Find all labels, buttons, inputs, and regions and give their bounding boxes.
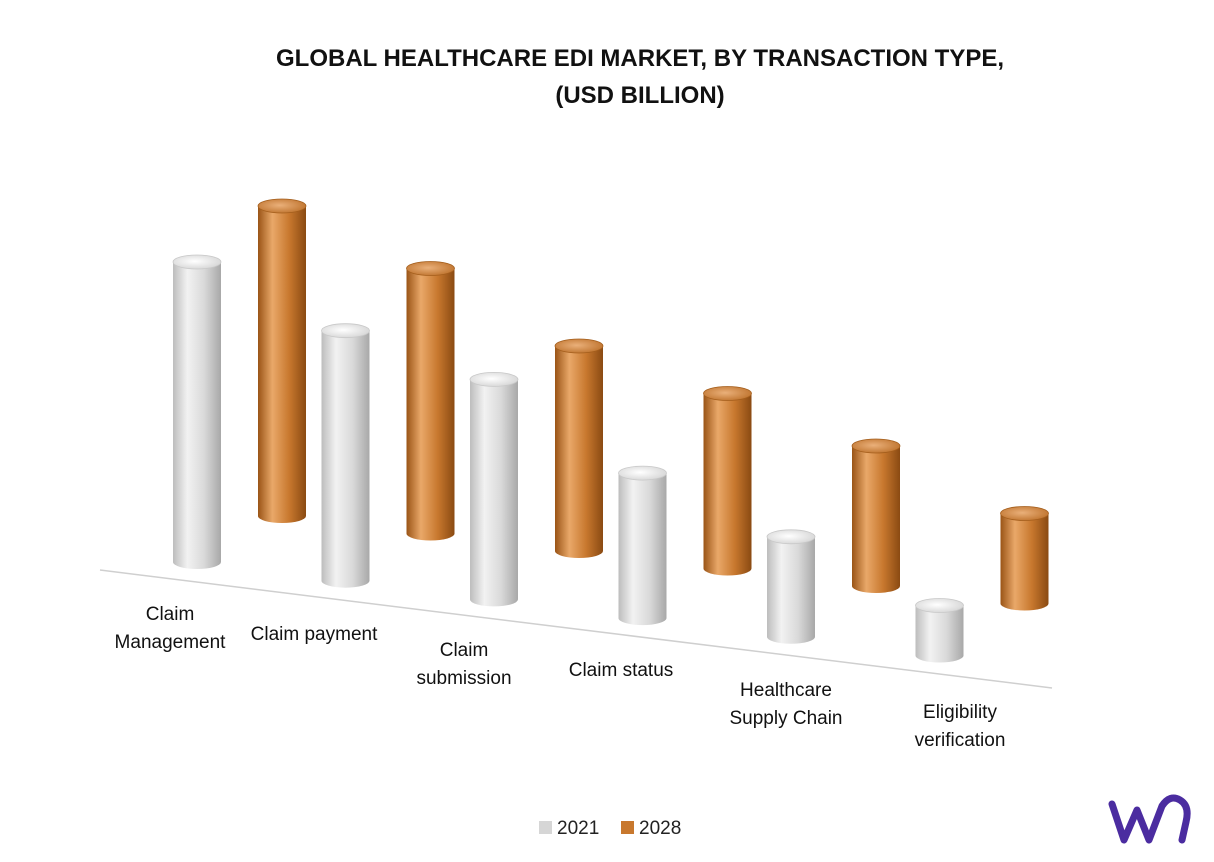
bar-top (257, 198, 307, 214)
bar-body (915, 605, 964, 663)
bar-top (321, 323, 370, 339)
category-label-3: Claim status (569, 660, 674, 681)
category-label-1: Claim payment (251, 624, 378, 645)
bar-2021-5 (915, 598, 964, 663)
bar-top (703, 386, 752, 401)
bar-2021-0 (172, 254, 222, 569)
chart-title: GLOBAL HEALTHCARE EDI MARKET, BY TRANSAC… (240, 40, 1040, 114)
bar-2021-3 (618, 465, 667, 626)
bar-body (1000, 513, 1049, 611)
legend-swatch (539, 821, 552, 834)
bar-top (469, 371, 519, 387)
legend-item-2028: 2028 (621, 818, 681, 839)
category-label-2: Claim submission (416, 640, 511, 689)
bar-body (470, 379, 518, 607)
category-label-5: Eligibility verification (915, 702, 1006, 751)
bar-top (554, 338, 604, 354)
legend-item-2021: 2021 (539, 818, 599, 839)
chart-title-line-2: (USD BILLION) (555, 82, 725, 109)
bar-2028-5 (1000, 506, 1049, 611)
vmr-logo (1108, 794, 1191, 844)
bar-2028-4 (851, 438, 901, 593)
legend: 2021 2028 (539, 818, 681, 839)
bar-2028-3 (703, 386, 752, 576)
bar-top (406, 261, 455, 276)
bar-2021-4 (766, 529, 816, 644)
bar-top (1000, 506, 1049, 521)
bar-2021-2 (469, 371, 519, 607)
bar-body (258, 206, 306, 523)
bar-body (406, 268, 455, 541)
bar-top (766, 529, 816, 545)
bar-body (618, 473, 667, 626)
category-labels: Claim Management Claim payment Claim submiss… (115, 604, 1006, 751)
bar-2028-0 (257, 198, 307, 523)
bar-top (851, 438, 901, 454)
legend-swatch (621, 821, 634, 834)
bars-group (172, 198, 1049, 663)
bar-body (852, 446, 900, 593)
bar-2028-2 (554, 338, 604, 558)
bar-2021-1 (321, 323, 370, 588)
category-label-0: Claim Management (115, 604, 227, 653)
bar-body (173, 262, 221, 569)
legend-label: 2021 (557, 818, 599, 839)
category-label-4: Healthcare Supply Chain (729, 680, 842, 729)
bar-body (767, 536, 815, 644)
bar-2028-1 (406, 261, 455, 541)
legend-label: 2028 (639, 818, 681, 839)
bar-top (172, 254, 222, 270)
chart-title-line-1: GLOBAL HEALTHCARE EDI MARKET, BY TRANSAC… (275, 45, 1005, 72)
bar-body (555, 346, 603, 558)
bar-top (618, 465, 667, 481)
bar-top (915, 598, 964, 613)
bar-body (321, 330, 370, 588)
x-axis-floor-line (99, 569, 1053, 689)
bar-body (703, 393, 752, 576)
